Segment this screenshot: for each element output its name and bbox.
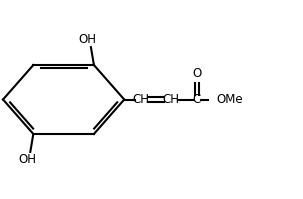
- Text: CH: CH: [132, 93, 149, 106]
- Text: C: C: [193, 93, 201, 106]
- Text: O: O: [192, 67, 201, 80]
- Text: OMe: OMe: [217, 93, 243, 106]
- Text: CH: CH: [163, 93, 180, 106]
- Text: OH: OH: [18, 153, 36, 167]
- Text: OH: OH: [79, 32, 97, 46]
